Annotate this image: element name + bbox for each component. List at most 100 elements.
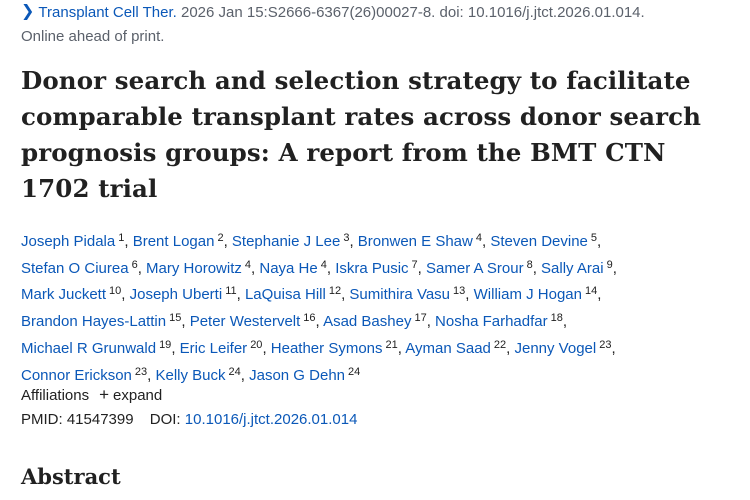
affiliation-number[interactable]: 4 [244, 258, 252, 271]
author-name-link[interactable]: Peter Westervelt [189, 313, 301, 331]
author-item: Mark Juckett 10, [21, 285, 126, 304]
affiliation-number[interactable]: 3 [343, 232, 350, 244]
author-separator: , [611, 339, 616, 357]
author-separator: , [315, 313, 320, 331]
author-name-link[interactable]: Ayman Saad [405, 339, 491, 357]
author-name-link[interactable]: Iskra Pusic [335, 259, 409, 277]
author-item: Sally Arai 9, [541, 258, 617, 277]
author-separator: , [147, 366, 152, 384]
author-name-link[interactable]: Connor Erickson [21, 366, 132, 384]
author-item: Samer A Srour 8, [426, 258, 537, 277]
author-item: Ayman Saad 22, [405, 338, 511, 357]
affiliation-number[interactable]: 19 [159, 338, 172, 351]
plus-icon[interactable]: + [99, 385, 110, 404]
journal-link[interactable]: Transplant Cell Ther. [38, 4, 177, 21]
author-separator: , [506, 339, 511, 357]
author-name-link[interactable]: Steven Devine [490, 233, 588, 250]
author-item: Jason G Dehn 24 [249, 365, 361, 384]
author-item: Nosha Farhadfar 18, [435, 312, 567, 331]
affiliation-number[interactable]: 20 [250, 338, 263, 351]
affiliation-number[interactable]: 7 [411, 258, 418, 271]
affiliation-number[interactable]: 21 [385, 338, 398, 351]
author-item: Joseph Pidala 1, [21, 232, 129, 250]
author-item: Eric Leifer 20, [179, 338, 267, 357]
author-name-link[interactable]: Sumithira Vasu [349, 286, 451, 304]
affiliation-number[interactable]: 13 [453, 285, 466, 298]
author-name-link[interactable]: Eric Leifer [179, 339, 248, 357]
author-name-link[interactable]: Samer A Srour [426, 259, 524, 277]
author-separator: , [417, 259, 422, 277]
chevron-right-icon[interactable]: ❯ [21, 3, 35, 20]
affiliation-number[interactable]: 17 [414, 312, 427, 325]
author-item: Naya He 4, [259, 258, 332, 277]
author-separator: , [532, 259, 537, 277]
author-separator: , [124, 233, 129, 250]
author-name-link[interactable]: Brandon Hayes-Lattin [21, 313, 167, 331]
affiliation-number[interactable]: 2 [217, 232, 224, 244]
affiliation-number[interactable]: 1 [118, 232, 125, 244]
author-name-link[interactable]: Stephanie J Lee [231, 233, 341, 250]
affiliation-number[interactable]: 23 [134, 365, 148, 378]
author-separator: , [612, 259, 617, 277]
author-separator: , [326, 259, 332, 277]
author-name-link[interactable]: William J Hogan [473, 286, 582, 304]
affiliation-number[interactable]: 14 [585, 285, 598, 298]
affiliation-number[interactable]: 12 [328, 285, 342, 298]
author-name-link[interactable]: Mark Juckett [21, 286, 107, 304]
author-name-link[interactable]: Jenny Vogel [514, 339, 597, 357]
author-name-link[interactable]: Bronwen E Shaw [357, 233, 473, 250]
affiliation-number[interactable]: 10 [109, 285, 122, 298]
affiliation-number[interactable]: 6 [131, 258, 138, 271]
affiliation-number[interactable]: 24 [348, 365, 361, 378]
pmid-label: PMID: [21, 411, 63, 428]
author-separator: , [181, 313, 186, 331]
author-item: Steven Devine 5, [490, 232, 601, 250]
author-item: Joseph Uberti 11, [129, 285, 241, 304]
author-name-link[interactable]: Joseph Pidala [21, 233, 116, 250]
author-separator: , [223, 233, 228, 250]
author-separator: , [262, 339, 267, 357]
author-separator: , [251, 259, 256, 277]
affiliation-number[interactable]: 18 [550, 312, 563, 325]
author-list: Joseph Pidala 1, Brent Logan 2, Stephanie … [21, 227, 721, 387]
author-name-link[interactable]: Joseph Uberti [129, 286, 223, 304]
pmid-value: 41547399 [66, 411, 134, 428]
author-item: Michael R Grunwald 19, [21, 338, 175, 357]
affiliation-number[interactable]: 5 [590, 232, 598, 244]
author-separator: , [397, 339, 402, 357]
publication-status: Online ahead of print. [21, 28, 165, 45]
author-name-link[interactable]: Naya He [259, 259, 318, 277]
author-item: Stefan O Ciurea 6, [21, 258, 142, 277]
author-name-link[interactable]: LaQuisa Hill [244, 286, 326, 304]
affiliation-number[interactable]: 22 [493, 338, 507, 351]
author-name-link[interactable]: Brent Logan [132, 233, 215, 250]
affiliation-number[interactable]: 4 [320, 258, 327, 271]
author-name-link[interactable]: Nosha Farhadfar [435, 313, 548, 331]
affiliation-number[interactable]: 23 [599, 338, 612, 351]
doi-label: DOI: [149, 411, 181, 428]
affiliation-number[interactable]: 9 [606, 258, 613, 271]
author-name-link[interactable]: Michael R Grunwald [21, 339, 157, 357]
affiliation-number[interactable]: 15 [169, 312, 182, 325]
author-name-link[interactable]: Asad Bashey [323, 313, 412, 331]
affiliations-label: Affiliations [21, 387, 90, 404]
citation-details: 2026 Jan 15:S2666-6367(26)00027-8. doi: … [176, 4, 645, 21]
citation-line: ❯ Transplant Cell Ther. 2026 Jan 15:S2666… [21, 3, 741, 22]
affiliation-number[interactable]: 11 [225, 285, 237, 298]
affiliation-number[interactable]: 24 [228, 365, 241, 378]
author-name-link[interactable]: Sally Arai [541, 259, 604, 277]
author-separator: , [349, 233, 354, 250]
author-name-link[interactable]: Kelly Buck [155, 366, 226, 384]
affiliation-number[interactable]: 16 [303, 312, 316, 325]
author-name-link[interactable]: Heather Symons [270, 339, 383, 357]
expand-affiliations-button[interactable]: expand [113, 387, 163, 404]
doi-link[interactable]: 10.1016/j.jtct.2026.01.014 [184, 411, 358, 428]
author-separator: , [121, 286, 126, 304]
author-item: Iskra Pusic 7, [335, 258, 422, 277]
author-separator: , [597, 286, 602, 304]
author-name-link[interactable]: Mary Horowitz [146, 259, 242, 277]
affiliation-number[interactable]: 4 [475, 232, 482, 244]
author-name-link[interactable]: Stefan O Ciurea [21, 259, 129, 277]
author-name-link[interactable]: Jason G Dehn [249, 366, 345, 384]
affiliation-number[interactable]: 8 [526, 258, 533, 271]
